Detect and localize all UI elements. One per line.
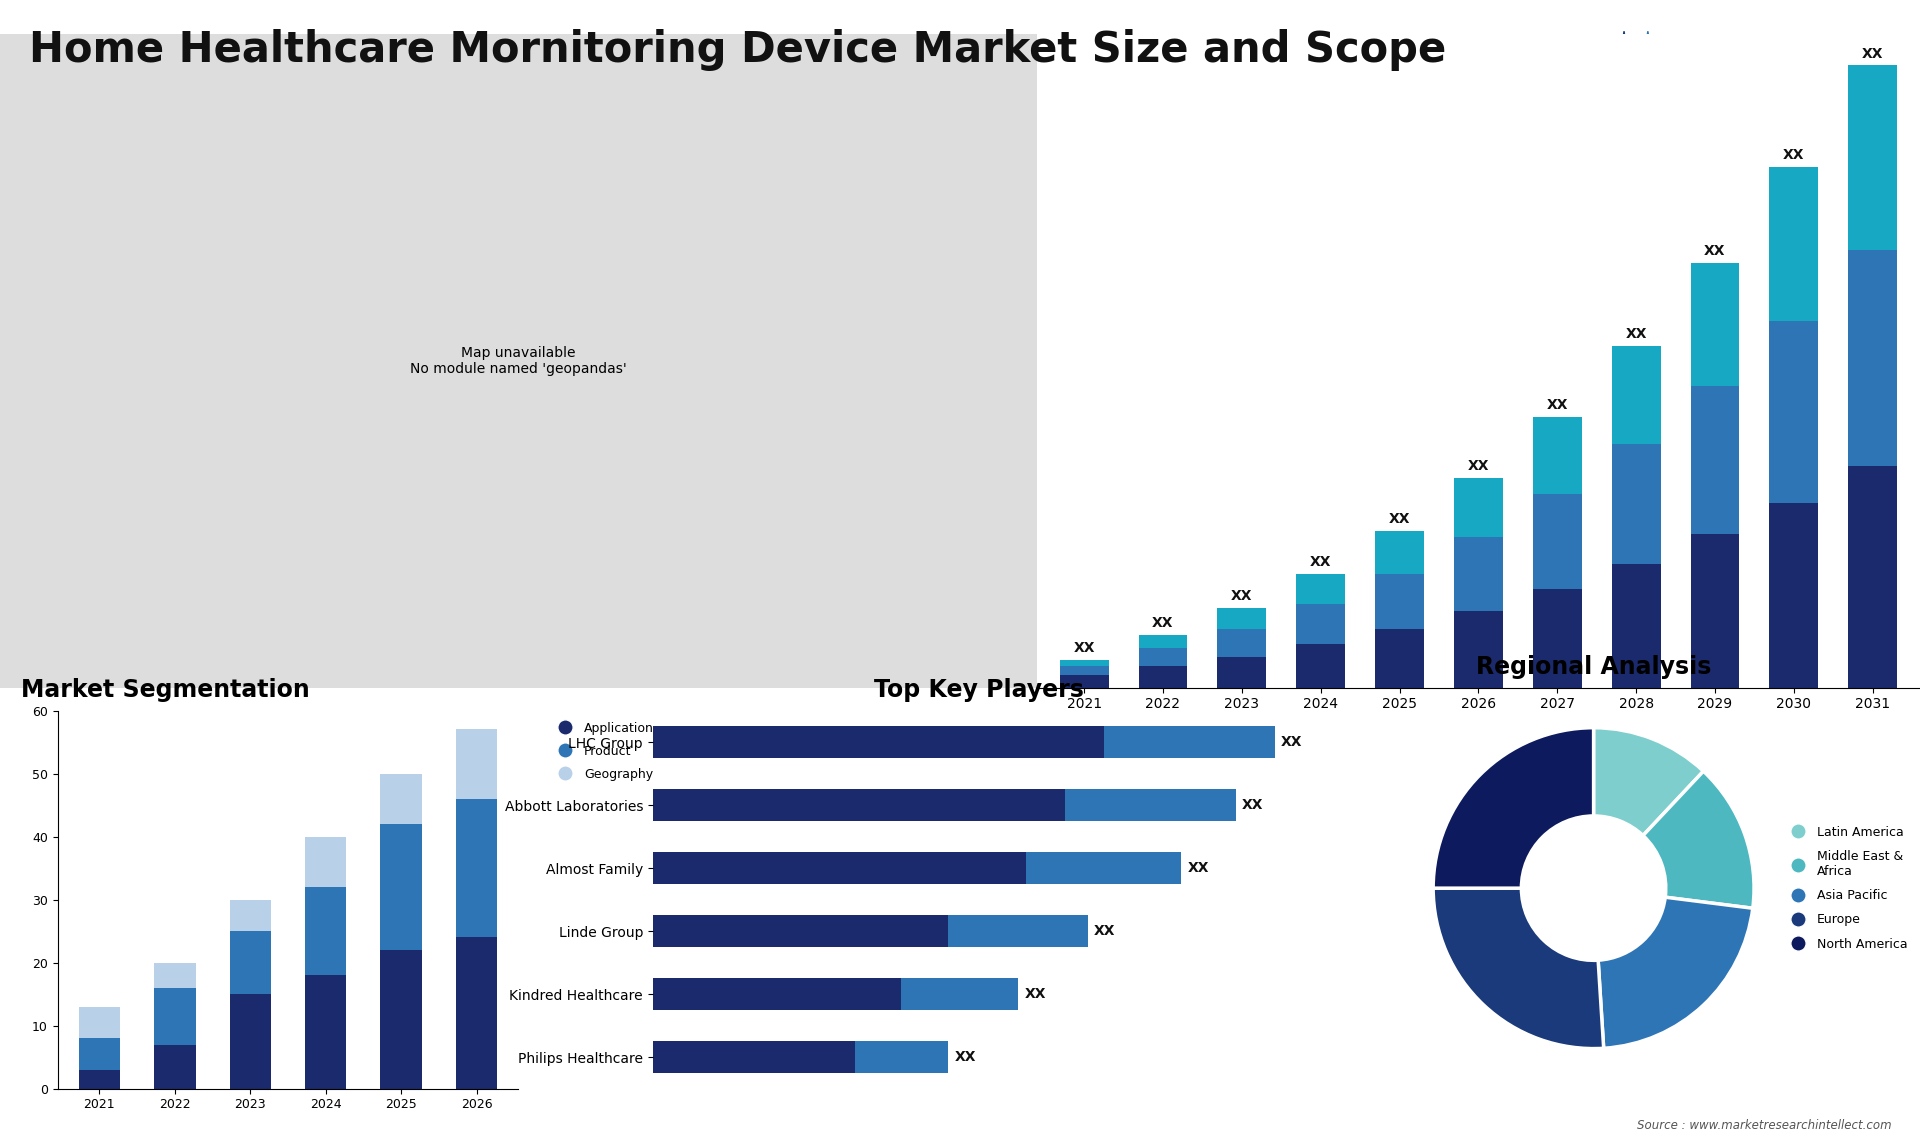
Bar bbox=[1611, 346, 1661, 445]
Bar bbox=[380, 774, 422, 824]
Bar bbox=[1453, 536, 1503, 611]
Bar bbox=[653, 790, 1066, 821]
Bar bbox=[305, 887, 346, 975]
Bar bbox=[1296, 574, 1346, 604]
Bar bbox=[1375, 629, 1425, 688]
Text: XX: XX bbox=[1309, 555, 1331, 568]
Text: Home Healthcare Mornitoring Device Market Size and Scope: Home Healthcare Mornitoring Device Marke… bbox=[29, 29, 1446, 71]
Text: XX: XX bbox=[1626, 327, 1647, 340]
Bar bbox=[1066, 790, 1236, 821]
Text: XX: XX bbox=[1784, 148, 1805, 163]
Bar bbox=[154, 963, 196, 988]
Bar bbox=[1770, 321, 1818, 503]
Bar bbox=[79, 1038, 121, 1070]
Text: XX: XX bbox=[1152, 617, 1173, 630]
Polygon shape bbox=[1609, 31, 1640, 124]
Bar bbox=[1217, 607, 1267, 629]
Wedge shape bbox=[1644, 771, 1755, 909]
Bar bbox=[1690, 534, 1740, 688]
Bar bbox=[653, 916, 948, 947]
Bar bbox=[1060, 675, 1108, 688]
Bar bbox=[154, 988, 196, 1045]
Bar bbox=[1611, 445, 1661, 565]
Bar bbox=[653, 1042, 854, 1073]
Bar bbox=[1611, 565, 1661, 688]
Wedge shape bbox=[1432, 728, 1594, 888]
Bar bbox=[230, 994, 271, 1089]
Text: XX: XX bbox=[1388, 511, 1411, 526]
Text: RESEARCH: RESEARCH bbox=[1686, 64, 1766, 77]
Bar bbox=[1217, 629, 1267, 657]
Bar bbox=[230, 931, 271, 994]
Bar bbox=[1532, 494, 1582, 589]
Bar bbox=[1690, 386, 1740, 534]
Bar bbox=[1453, 478, 1503, 536]
Bar bbox=[653, 727, 1104, 758]
Text: XX: XX bbox=[1073, 641, 1094, 656]
Bar bbox=[1296, 604, 1346, 644]
Bar bbox=[79, 1070, 121, 1089]
Wedge shape bbox=[1432, 888, 1603, 1049]
Text: XX: XX bbox=[1187, 861, 1210, 876]
Bar bbox=[305, 975, 346, 1089]
Text: Map unavailable
No module named 'geopandas': Map unavailable No module named 'geopand… bbox=[411, 346, 626, 376]
Bar bbox=[653, 853, 1025, 884]
Bar bbox=[1139, 666, 1187, 688]
Bar bbox=[1849, 65, 1897, 250]
Bar bbox=[1375, 531, 1425, 574]
Text: XX: XX bbox=[954, 1050, 975, 1065]
Bar bbox=[653, 979, 902, 1010]
Bar bbox=[1296, 644, 1346, 688]
Wedge shape bbox=[1594, 728, 1703, 835]
Bar bbox=[1375, 574, 1425, 629]
Text: Source : www.marketresearchintellect.com: Source : www.marketresearchintellect.com bbox=[1636, 1120, 1891, 1132]
Bar bbox=[1770, 503, 1818, 688]
Bar bbox=[1104, 727, 1275, 758]
Bar bbox=[1453, 611, 1503, 688]
Bar bbox=[1849, 466, 1897, 688]
Bar bbox=[1770, 167, 1818, 321]
Text: XX: XX bbox=[1094, 924, 1116, 939]
Legend: Latin America, Middle East &
Africa, Asia Pacific, Europe, North America: Latin America, Middle East & Africa, Asi… bbox=[1780, 821, 1912, 956]
Bar bbox=[380, 950, 422, 1089]
Bar bbox=[1060, 660, 1108, 666]
Bar bbox=[455, 799, 497, 937]
Text: XX: XX bbox=[1242, 798, 1263, 813]
Bar bbox=[79, 1006, 121, 1038]
Polygon shape bbox=[1632, 31, 1663, 124]
Bar bbox=[154, 1045, 196, 1089]
Text: XX: XX bbox=[1705, 244, 1726, 258]
Bar bbox=[380, 824, 422, 950]
Text: XX: XX bbox=[1467, 460, 1490, 473]
Bar bbox=[1217, 657, 1267, 688]
Legend: Application, Product, Geography: Application, Product, Geography bbox=[547, 716, 659, 786]
Bar bbox=[948, 916, 1089, 947]
Bar bbox=[1690, 262, 1740, 386]
Wedge shape bbox=[1597, 897, 1753, 1049]
Bar bbox=[1532, 417, 1582, 494]
Bar bbox=[1025, 853, 1181, 884]
Title: Top Key Players: Top Key Players bbox=[874, 677, 1085, 701]
Bar bbox=[305, 837, 346, 887]
Bar bbox=[854, 1042, 948, 1073]
Bar bbox=[1532, 589, 1582, 688]
Text: XX: XX bbox=[1546, 398, 1569, 411]
Bar bbox=[902, 979, 1018, 1010]
Text: XX: XX bbox=[1023, 987, 1046, 1002]
Text: XX: XX bbox=[1281, 735, 1302, 749]
Bar bbox=[230, 900, 271, 931]
Bar bbox=[1060, 666, 1108, 675]
Text: Market Segmentation: Market Segmentation bbox=[21, 677, 309, 701]
Bar bbox=[1849, 250, 1897, 466]
Bar bbox=[455, 729, 497, 799]
Bar bbox=[1139, 635, 1187, 647]
Text: XX: XX bbox=[1231, 589, 1252, 603]
Text: XX: XX bbox=[1862, 47, 1884, 61]
Bar bbox=[455, 937, 497, 1089]
Text: INTELLECT: INTELLECT bbox=[1686, 91, 1766, 103]
Title: Regional Analysis: Regional Analysis bbox=[1476, 654, 1711, 678]
Bar bbox=[1139, 647, 1187, 666]
Text: MARKET: MARKET bbox=[1686, 38, 1749, 50]
